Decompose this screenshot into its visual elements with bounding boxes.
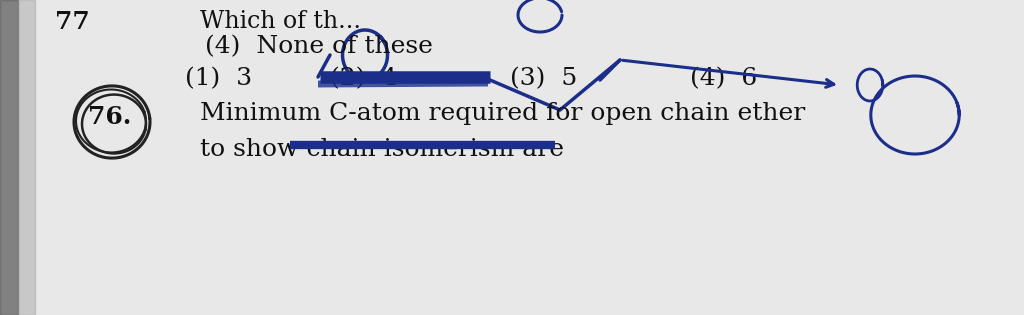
- Text: Which of th...: Which of th...: [200, 10, 361, 33]
- Bar: [0, 0, 18, 315]
- Text: 76.: 76.: [88, 105, 132, 129]
- Text: 77: 77: [55, 10, 90, 34]
- Text: (1)  3: (1) 3: [185, 67, 252, 90]
- Text: (4)  None of these: (4) None of these: [205, 35, 433, 58]
- Text: (3)  5: (3) 5: [510, 67, 578, 90]
- Text: to show chain isomerism are: to show chain isomerism are: [200, 138, 564, 161]
- Bar: [18, 0, 35, 315]
- Text: (4)  6: (4) 6: [690, 67, 758, 90]
- Text: Minimum C-atom required for open chain ether: Minimum C-atom required for open chain e…: [200, 102, 805, 125]
- Text: (2)  4: (2) 4: [330, 67, 397, 90]
